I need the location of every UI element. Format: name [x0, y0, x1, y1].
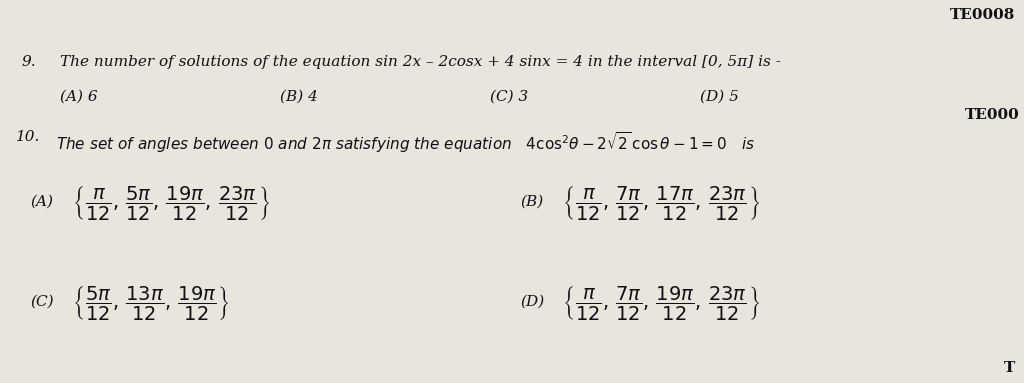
- Text: The number of solutions of the equation sin 2x – 2cosx + 4 sinx = 4 in the inter: The number of solutions of the equation …: [60, 55, 781, 69]
- Text: (C) 3: (C) 3: [490, 90, 528, 104]
- Text: 10.: 10.: [16, 130, 40, 144]
- Text: (A) 6: (A) 6: [60, 90, 97, 104]
- Text: (D): (D): [520, 295, 544, 309]
- Text: $\left\{\dfrac{\pi}{12},\, \dfrac{5\pi}{12},\, \dfrac{19\pi}{12},\, \dfrac{23\pi: $\left\{\dfrac{\pi}{12},\, \dfrac{5\pi}{…: [72, 185, 270, 223]
- Text: (B) 4: (B) 4: [280, 90, 317, 104]
- Text: T: T: [1004, 361, 1015, 375]
- Text: $\left\{\dfrac{\pi}{12},\, \dfrac{7\pi}{12},\, \dfrac{17\pi}{12},\, \dfrac{23\pi: $\left\{\dfrac{\pi}{12},\, \dfrac{7\pi}{…: [562, 185, 760, 223]
- Text: (B): (B): [520, 195, 544, 209]
- Text: (D) 5: (D) 5: [700, 90, 739, 104]
- Text: TE000: TE000: [966, 108, 1020, 122]
- Text: $\left\{\dfrac{5\pi}{12},\, \dfrac{13\pi}{12},\, \dfrac{19\pi}{12}\right\}$: $\left\{\dfrac{5\pi}{12},\, \dfrac{13\pi…: [72, 285, 229, 323]
- Text: $\left\{\dfrac{\pi}{12},\, \dfrac{7\pi}{12},\, \dfrac{19\pi}{12},\, \dfrac{23\pi: $\left\{\dfrac{\pi}{12},\, \dfrac{7\pi}{…: [562, 285, 760, 323]
- Text: 9.: 9.: [22, 55, 37, 69]
- Text: (A): (A): [30, 195, 53, 209]
- Text: TE0008: TE0008: [949, 8, 1015, 22]
- Text: $\it{The\ set\ of\ angles\ between\ 0\ and\ 2\pi\ satisfying\ the\ equation}$$\q: $\it{The\ set\ of\ angles\ between\ 0\ a…: [56, 130, 755, 155]
- Text: (C): (C): [30, 295, 53, 309]
